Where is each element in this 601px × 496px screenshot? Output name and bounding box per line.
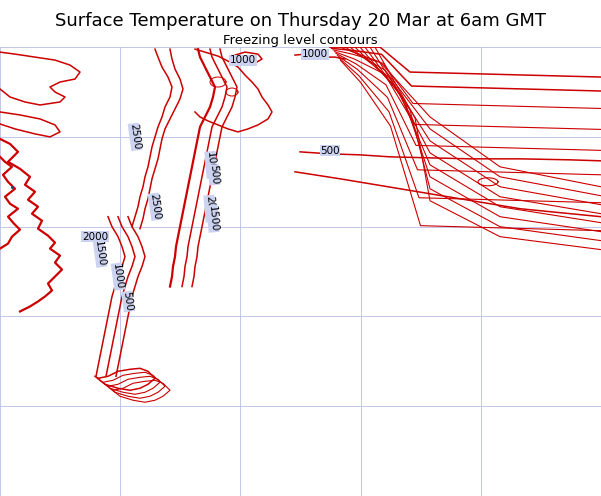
Text: 1000: 1000	[302, 49, 328, 59]
Text: 1500: 1500	[93, 240, 107, 267]
Text: 500: 500	[320, 146, 340, 156]
Text: Freezing level contours: Freezing level contours	[223, 34, 378, 47]
Text: 2500: 2500	[128, 123, 142, 151]
Text: 500: 500	[208, 165, 220, 185]
Text: 1000: 1000	[230, 55, 256, 65]
Text: 500: 500	[121, 291, 134, 312]
Text: 2000: 2000	[82, 232, 108, 242]
Text: 1000: 1000	[205, 151, 217, 178]
Text: 2000: 2000	[204, 195, 216, 222]
Text: 1500: 1500	[207, 205, 219, 232]
Text: 1000: 1000	[111, 263, 125, 290]
Text: 2500: 2500	[148, 193, 162, 220]
Text: Surface Temperature on Thursday 20 Mar at 6am GMT: Surface Temperature on Thursday 20 Mar a…	[55, 12, 546, 30]
